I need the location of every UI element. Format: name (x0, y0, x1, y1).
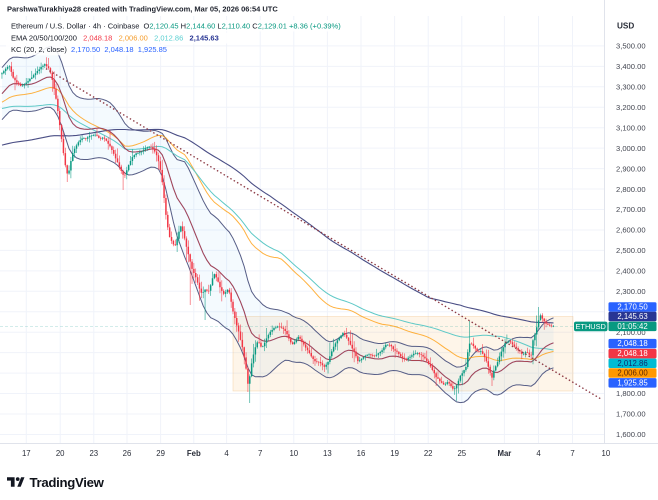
svg-text:7: 7 (258, 449, 262, 458)
svg-text:26: 26 (123, 449, 132, 458)
svg-text:3,300.00: 3,300.00 (616, 83, 646, 92)
svg-text:16: 16 (357, 449, 366, 458)
svg-text:23: 23 (89, 449, 98, 458)
svg-text:20: 20 (56, 449, 65, 458)
svg-text:1,700.00: 1,700.00 (616, 410, 646, 419)
svg-text:3,100.00: 3,100.00 (616, 123, 646, 132)
svg-text:4: 4 (536, 449, 541, 458)
svg-text:2,006.00: 2,006.00 (617, 369, 648, 378)
svg-text:7: 7 (570, 449, 574, 458)
svg-text:25: 25 (457, 449, 466, 458)
svg-text:2,800.00: 2,800.00 (616, 185, 646, 194)
svg-text:10: 10 (289, 449, 298, 458)
svg-text:KC (20, 2, close) 2,170.50 2: KC (20, 2, close) 2,170.50 2,048.18 1,92… (11, 45, 167, 54)
svg-text:2,048.18: 2,048.18 (617, 339, 647, 348)
svg-text:22: 22 (424, 449, 433, 458)
svg-text:ETHUSD: ETHUSD (576, 322, 606, 331)
svg-text:2,700.00: 2,700.00 (616, 205, 646, 214)
svg-text:01:05:42: 01:05:42 (617, 322, 647, 331)
svg-text:3,500.00: 3,500.00 (616, 42, 646, 51)
svg-text:2,500.00: 2,500.00 (616, 246, 646, 255)
svg-text:17: 17 (22, 449, 31, 458)
svg-text:2,012.86: 2,012.86 (617, 359, 647, 368)
svg-text:2,300.00: 2,300.00 (616, 287, 646, 296)
svg-text:4: 4 (224, 449, 229, 458)
svg-text:Feb: Feb (187, 449, 201, 458)
svg-text:USD: USD (617, 22, 634, 31)
svg-text:2,170.50: 2,170.50 (617, 303, 648, 312)
svg-text:2,100.00: 2,100.00 (616, 328, 646, 337)
svg-text:19: 19 (390, 449, 399, 458)
svg-text:ParshwaTurakhiya28 created wit: ParshwaTurakhiya28 created with TradingV… (7, 4, 278, 13)
svg-text:2,145.63: 2,145.63 (617, 312, 647, 321)
svg-text:TradingView: TradingView (30, 475, 105, 490)
svg-text:1,925.85: 1,925.85 (617, 378, 648, 387)
svg-text:2,900.00: 2,900.00 (616, 164, 646, 173)
svg-text:2,048.18: 2,048.18 (617, 349, 647, 358)
svg-text:3,200.00: 3,200.00 (616, 103, 646, 112)
svg-text:2,400.00: 2,400.00 (616, 267, 646, 276)
svg-text:Ethereum / U.S. Dollar · 4h ·: Ethereum / U.S. Dollar · 4h · Coinbase O… (11, 21, 341, 30)
svg-text:1,800.00: 1,800.00 (616, 389, 646, 398)
svg-text:10: 10 (602, 449, 611, 458)
svg-text:29: 29 (156, 449, 165, 458)
svg-text:2,600.00: 2,600.00 (616, 226, 646, 235)
svg-text:EMA 20/50/100/200 2,048.18: EMA 20/50/100/200 2,048.18 2,006.00 2,01… (11, 33, 219, 42)
svg-text:Mar: Mar (497, 449, 511, 458)
svg-text:1,600.00: 1,600.00 (616, 430, 646, 439)
svg-text:13: 13 (323, 449, 332, 458)
svg-text:3,000.00: 3,000.00 (616, 144, 646, 153)
svg-text:3,400.00: 3,400.00 (616, 62, 646, 71)
